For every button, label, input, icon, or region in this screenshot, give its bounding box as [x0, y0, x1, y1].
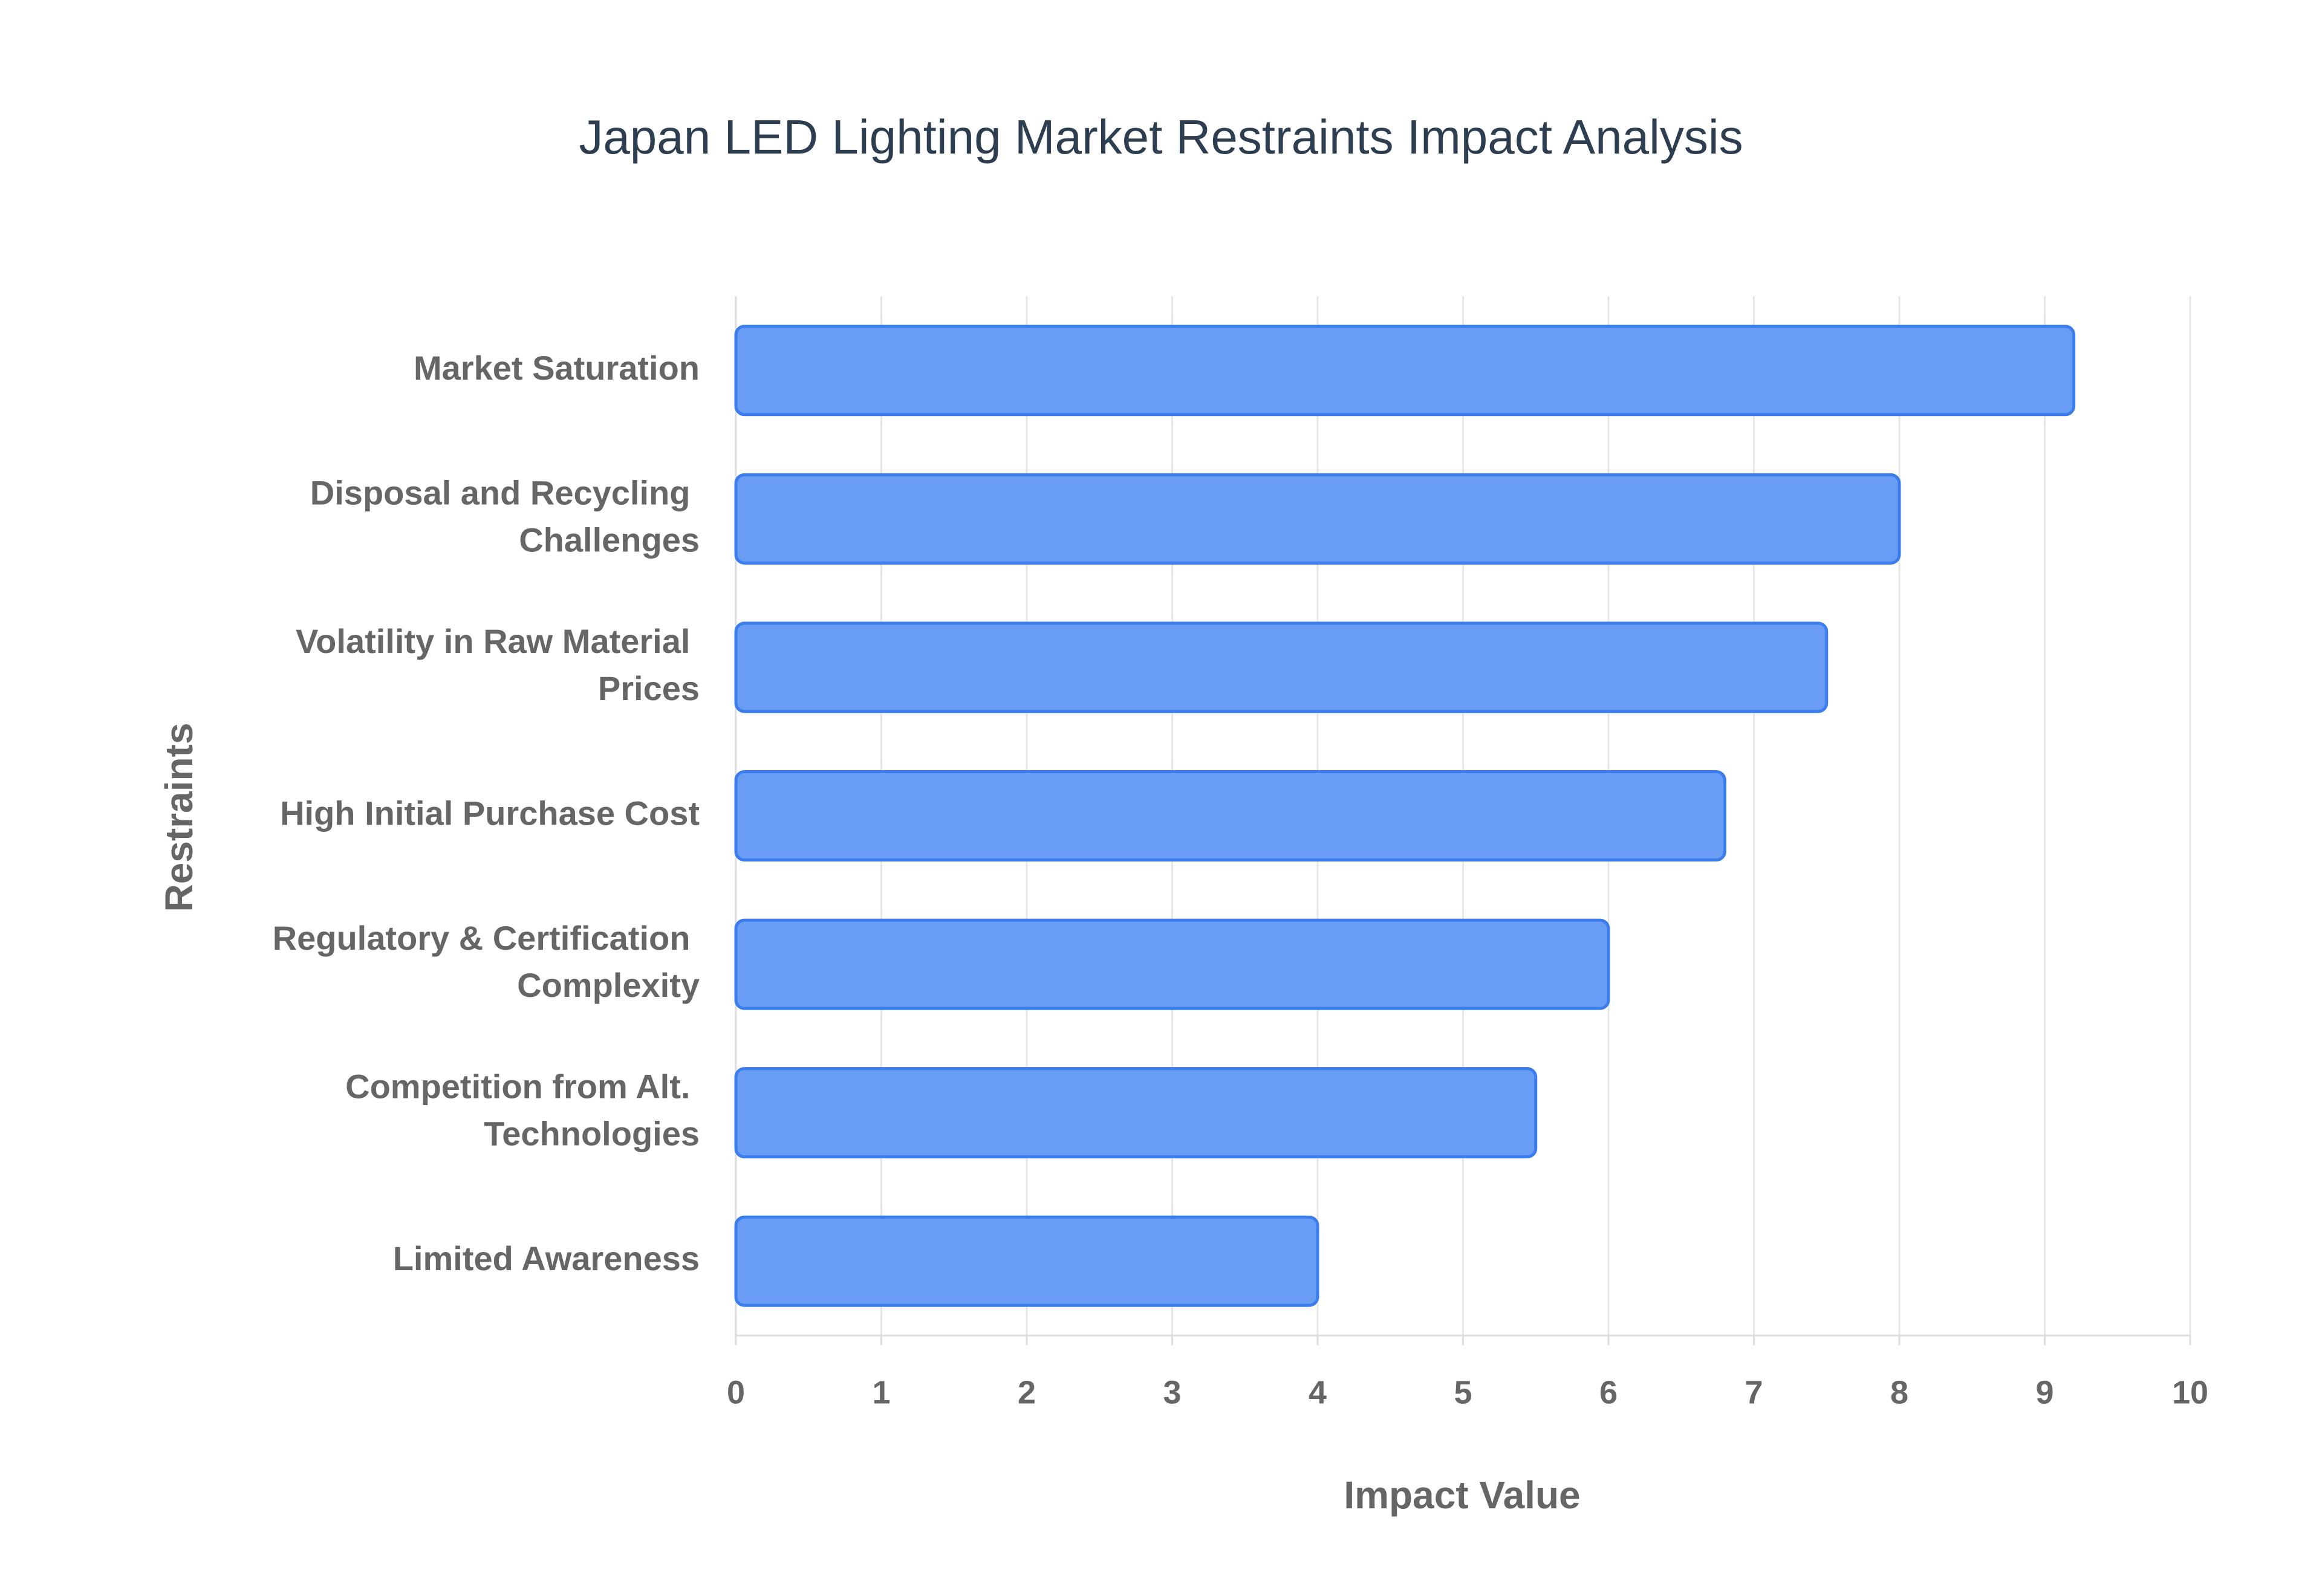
y-tick-label: High Initial Purchase Cost	[280, 794, 700, 832]
y-axis-title: Restraints	[157, 723, 201, 912]
bar	[734, 473, 1901, 565]
x-tick-label: 4	[1309, 1374, 1327, 1410]
x-tick-label: 9	[2035, 1374, 2054, 1410]
x-tick-label: 1	[872, 1374, 890, 1410]
x-tick-label: 6	[1599, 1374, 1618, 1410]
bar	[734, 770, 1726, 861]
y-tick-label: Market Saturation	[414, 349, 700, 387]
bar	[734, 1215, 1319, 1307]
bar	[734, 1067, 1538, 1159]
bar	[734, 918, 1610, 1010]
y-tick-label: Regulatory & Certification Complexity	[273, 919, 700, 1004]
x-axis-title: Impact Value	[1344, 1473, 1580, 1517]
x-tick-label: 5	[1454, 1374, 1472, 1410]
y-tick-label: Disposal and Recycling Challenges	[310, 473, 700, 559]
y-tick-label: Limited Awareness	[393, 1239, 700, 1277]
x-tick-label: 10	[2172, 1374, 2208, 1410]
bar	[734, 325, 2076, 417]
y-tick-label: Volatility in Raw Material Prices	[296, 622, 700, 707]
x-tick-label: 7	[1745, 1374, 1763, 1410]
x-tick-label: 0	[727, 1374, 745, 1410]
x-tick-label: 3	[1163, 1374, 1181, 1410]
x-tick-label: 8	[1890, 1374, 1908, 1410]
x-tick-label: 2	[1018, 1374, 1036, 1410]
y-tick-label: Competition from Alt. Technologies	[345, 1067, 700, 1152]
chart-title: Japan LED Lighting Market Restraints Imp…	[579, 110, 1743, 164]
bar	[734, 621, 1829, 713]
